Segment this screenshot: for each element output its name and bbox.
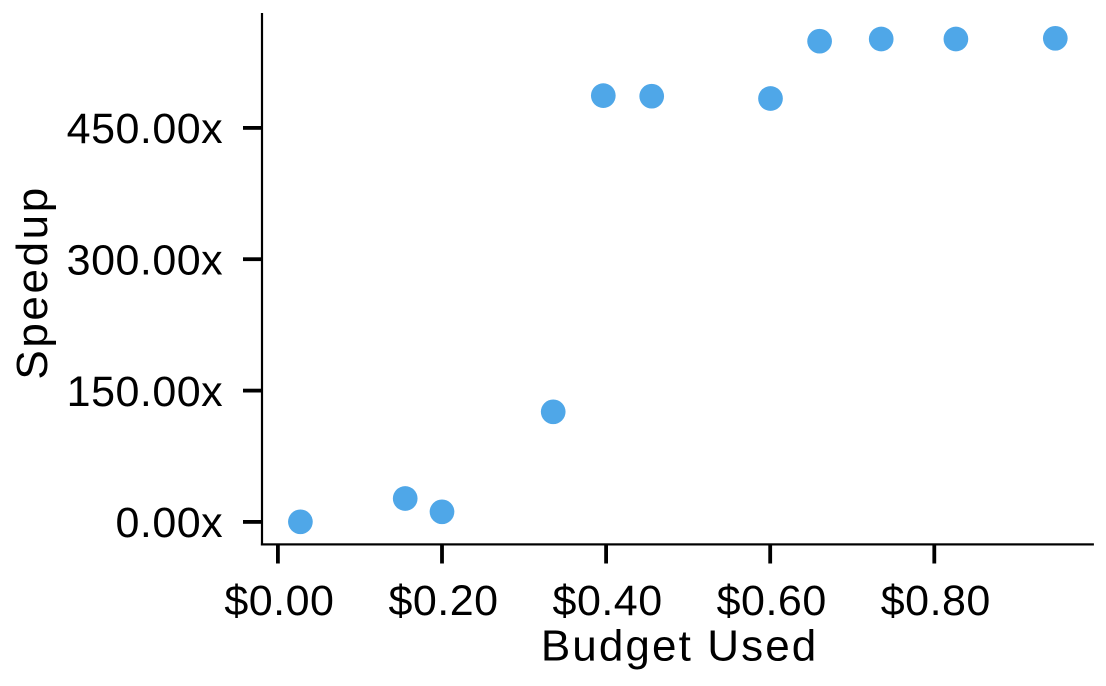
svg-text:150.00x: 150.00x	[67, 368, 224, 416]
svg-text:300.00x: 300.00x	[67, 237, 224, 285]
svg-text:Speedup: Speedup	[8, 185, 57, 379]
svg-text:Budget Used: Budget Used	[541, 622, 819, 671]
svg-text:$0.20: $0.20	[388, 577, 498, 625]
svg-text:$0.40: $0.40	[553, 577, 663, 625]
svg-text:450.00x: 450.00x	[67, 105, 224, 153]
svg-text:0.00x: 0.00x	[115, 499, 223, 547]
svg-text:$0.80: $0.80	[881, 577, 991, 625]
svg-text:$0.60: $0.60	[717, 577, 827, 625]
svg-text:$0.00: $0.00	[224, 577, 334, 625]
